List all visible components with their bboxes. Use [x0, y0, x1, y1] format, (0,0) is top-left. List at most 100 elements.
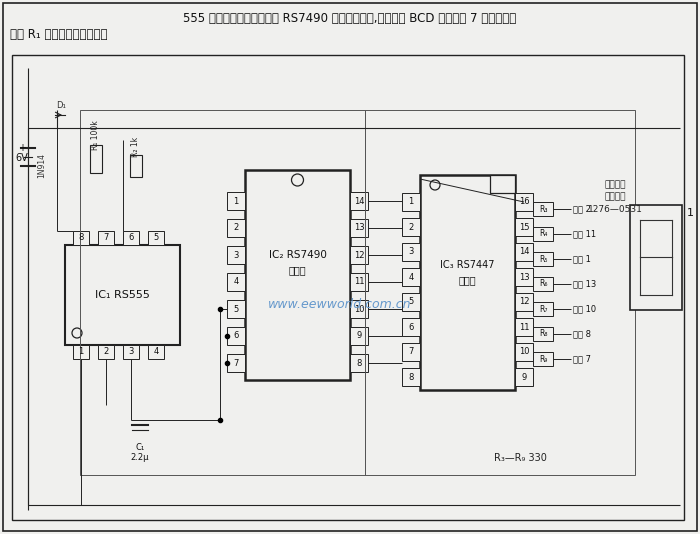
Bar: [227, 246, 245, 264]
Text: 1: 1: [78, 348, 83, 357]
Bar: [227, 273, 245, 291]
Text: 10: 10: [354, 304, 364, 313]
Text: 5: 5: [233, 304, 239, 313]
Bar: [350, 246, 368, 264]
Text: 引脚 10: 引脚 10: [573, 304, 596, 313]
Bar: [402, 368, 420, 386]
Bar: [533, 202, 553, 216]
Text: 14: 14: [519, 247, 529, 256]
Text: R₆: R₆: [539, 279, 547, 288]
Bar: [533, 227, 553, 241]
Bar: [533, 352, 553, 366]
Bar: [123, 345, 139, 359]
Bar: [227, 327, 245, 345]
Text: 引脚 1: 引脚 1: [573, 255, 591, 263]
Text: 顶视图: 顶视图: [288, 265, 307, 275]
Bar: [402, 243, 420, 261]
Bar: [73, 231, 89, 245]
Bar: [90, 145, 102, 173]
Bar: [98, 231, 114, 245]
Text: 引脚 11: 引脚 11: [573, 230, 596, 239]
Text: R₄: R₄: [539, 230, 547, 239]
Text: R₃—R₉ 330: R₃—R₉ 330: [494, 453, 547, 463]
Text: 8: 8: [356, 358, 362, 367]
Text: 3: 3: [408, 247, 414, 256]
Bar: [402, 268, 420, 286]
Text: 接至共阳: 接至共阳: [604, 180, 626, 190]
Bar: [533, 327, 553, 341]
Bar: [350, 219, 368, 237]
Text: 11: 11: [354, 278, 364, 287]
Text: IC₃ RS7447: IC₃ RS7447: [440, 260, 495, 270]
Text: 6: 6: [408, 323, 414, 332]
Bar: [533, 252, 553, 266]
Bar: [350, 273, 368, 291]
Text: 4: 4: [408, 272, 414, 281]
Bar: [402, 218, 420, 236]
Text: 7: 7: [233, 358, 239, 367]
Bar: [245, 170, 350, 380]
Bar: [515, 368, 533, 386]
Text: 555 定时器用作时钟去驱动 RS7490 十进制计数器,计数器的 BCD 输出馈给 7 段数码管。: 555 定时器用作时钟去驱动 RS7490 十进制计数器,计数器的 BCD 输出…: [183, 12, 517, 25]
Text: 6V: 6V: [15, 153, 29, 163]
Text: D₁: D₁: [56, 100, 66, 109]
Text: 引脚 8: 引脚 8: [573, 329, 591, 339]
Text: 10: 10: [519, 348, 529, 357]
Circle shape: [430, 180, 440, 190]
Text: R₁ 100k: R₁ 100k: [92, 120, 101, 150]
Text: www.eewworld.com.cn: www.eewworld.com.cn: [268, 299, 412, 311]
Bar: [515, 218, 533, 236]
Text: R₅: R₅: [539, 255, 547, 263]
Bar: [515, 243, 533, 261]
Text: 2: 2: [104, 348, 108, 357]
Bar: [515, 193, 533, 211]
Text: 2: 2: [233, 224, 239, 232]
Bar: [73, 345, 89, 359]
Text: 1N914: 1N914: [38, 153, 46, 177]
Text: 8: 8: [78, 233, 84, 242]
Text: 5: 5: [153, 233, 159, 242]
Text: 9: 9: [356, 332, 362, 341]
Bar: [365, 110, 635, 475]
Text: +: +: [18, 143, 26, 153]
Bar: [148, 231, 164, 245]
Bar: [227, 300, 245, 318]
Bar: [515, 343, 533, 361]
Text: R₉: R₉: [539, 355, 547, 364]
Text: 4: 4: [233, 278, 239, 287]
Text: 1: 1: [408, 198, 414, 207]
Text: IC₂ RS7490: IC₂ RS7490: [269, 250, 326, 260]
Text: 15: 15: [519, 223, 529, 232]
Bar: [420, 175, 515, 390]
Bar: [630, 205, 682, 310]
Text: 调节 R₁ 可以改变时钟频率。: 调节 R₁ 可以改变时钟频率。: [10, 28, 108, 42]
Text: 13: 13: [519, 272, 529, 281]
Bar: [227, 219, 245, 237]
Text: 1: 1: [233, 197, 239, 206]
Text: IC₁ RS555: IC₁ RS555: [95, 290, 150, 300]
Text: 引脚 13: 引脚 13: [573, 279, 596, 288]
Bar: [515, 268, 533, 286]
Text: 2.2μ: 2.2μ: [131, 452, 149, 461]
Text: 1276—0531: 1276—0531: [587, 205, 643, 214]
Text: 8: 8: [408, 373, 414, 381]
Bar: [402, 343, 420, 361]
Bar: [402, 293, 420, 311]
Text: 14: 14: [354, 197, 364, 206]
Bar: [350, 192, 368, 210]
Text: 引脚 7: 引脚 7: [573, 355, 591, 364]
Bar: [80, 110, 365, 475]
Bar: [148, 345, 164, 359]
Bar: [402, 318, 420, 336]
Text: R₈: R₈: [539, 329, 547, 339]
Bar: [533, 277, 553, 291]
Text: 1: 1: [687, 208, 694, 218]
Text: 12: 12: [519, 297, 529, 307]
Bar: [227, 192, 245, 210]
Text: 顶视图: 顶视图: [458, 275, 476, 285]
Text: 5: 5: [408, 297, 414, 307]
Text: 6: 6: [233, 332, 239, 341]
Bar: [490, 175, 515, 193]
Bar: [350, 354, 368, 372]
Text: 16: 16: [519, 198, 529, 207]
